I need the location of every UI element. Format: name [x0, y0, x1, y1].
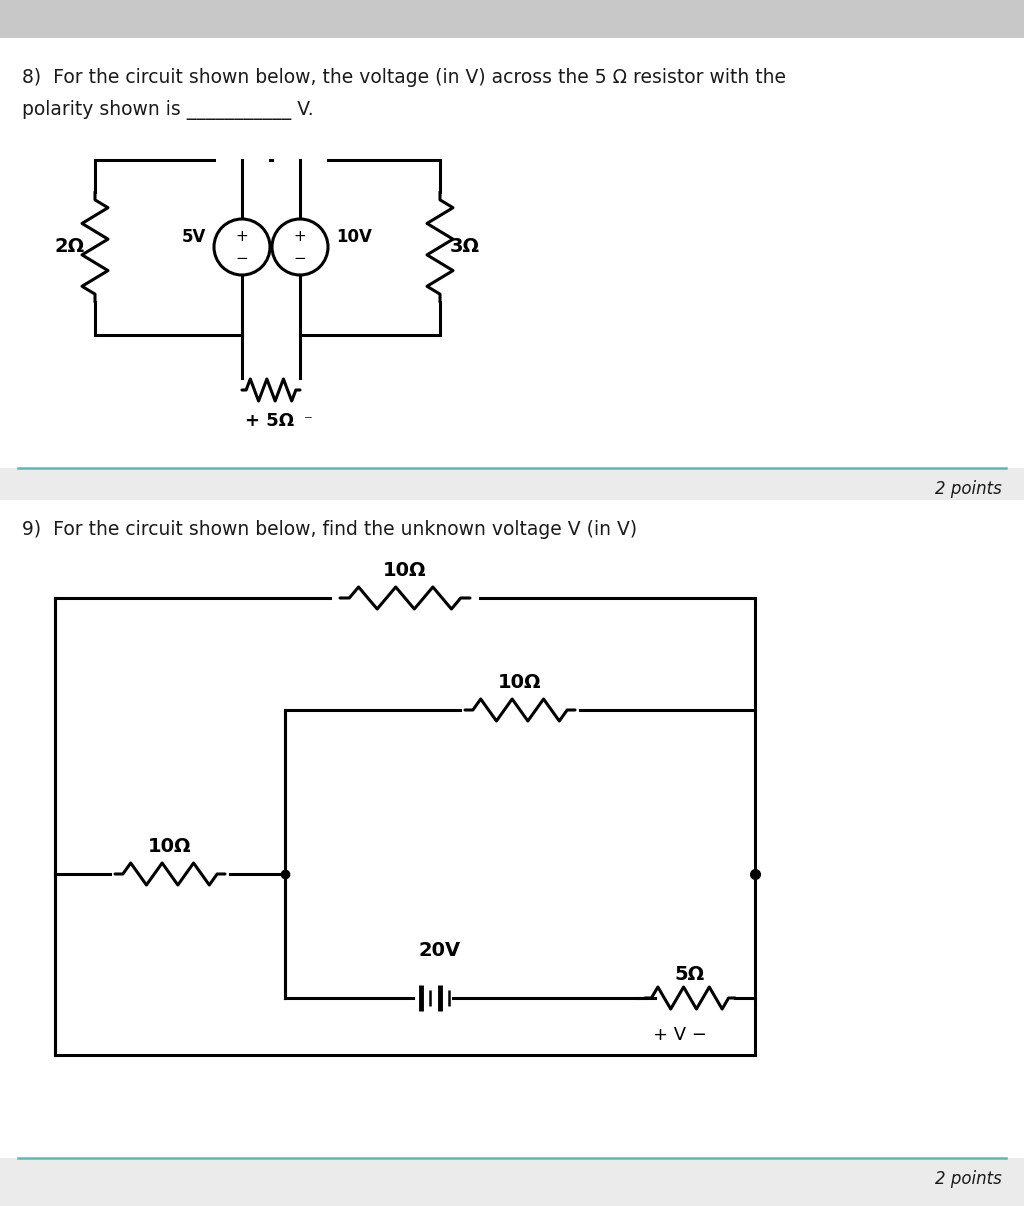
- Text: 5Ω: 5Ω: [675, 965, 706, 984]
- Text: −: −: [236, 251, 249, 267]
- Text: 2 points: 2 points: [935, 480, 1002, 498]
- Bar: [0, 1158, 1024, 1206]
- Text: 10V: 10V: [336, 228, 372, 246]
- Text: 2Ω: 2Ω: [55, 238, 85, 257]
- Text: 10Ω: 10Ω: [383, 561, 427, 580]
- Text: + V −: + V −: [653, 1026, 707, 1044]
- Bar: [0, 39, 1024, 468]
- Bar: [0, 0, 1024, 39]
- Text: 8)  For the circuit shown below, the voltage (in V) across the 5 Ω resistor with: 8) For the circuit shown below, the volt…: [22, 68, 786, 87]
- Text: 10Ω: 10Ω: [148, 837, 191, 856]
- Text: ⁻: ⁻: [304, 412, 312, 431]
- Bar: [0, 468, 1024, 500]
- Text: 5V: 5V: [181, 228, 206, 246]
- Text: 20V: 20V: [419, 941, 461, 960]
- Text: 9)  For the circuit shown below, find the unknown voltage V (in V): 9) For the circuit shown below, find the…: [22, 520, 637, 539]
- Text: polarity shown is ___________ V.: polarity shown is ___________ V.: [22, 100, 313, 121]
- Text: 10Ω: 10Ω: [499, 673, 542, 692]
- Text: +: +: [294, 229, 306, 244]
- Text: 2 points: 2 points: [935, 1170, 1002, 1188]
- Text: 3Ω: 3Ω: [450, 238, 480, 257]
- Bar: [0, 500, 1024, 1158]
- Circle shape: [214, 219, 270, 275]
- Text: −: −: [294, 251, 306, 267]
- Text: + 5Ω: + 5Ω: [245, 412, 294, 431]
- Circle shape: [272, 219, 328, 275]
- Text: +: +: [236, 229, 249, 244]
